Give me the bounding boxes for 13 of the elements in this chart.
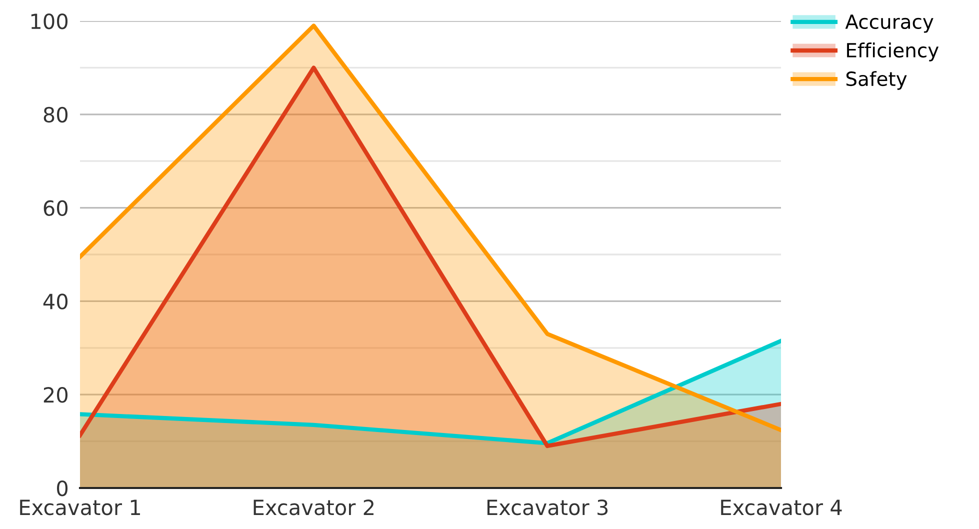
legend-label: Accuracy: [845, 14, 934, 33]
x-tick-label: Excavator 1: [20, 500, 140, 516]
y-tick-label: 0: [57, 480, 68, 496]
legend-label: Safety: [846, 71, 907, 90]
x-tick-label: Excavator 4: [721, 500, 842, 516]
x-tick-label: Excavator 2: [254, 499, 374, 516]
x-tick-label: Excavator 3: [487, 499, 608, 516]
y-tick-label: 20: [44, 387, 68, 403]
y-tick-label: 60: [44, 200, 68, 216]
y-tick-label: 100: [31, 13, 68, 30]
y-tick-label: 40: [43, 294, 68, 310]
y-tick-label: 80: [44, 106, 68, 123]
legend-label: Efficiency: [847, 42, 939, 62]
